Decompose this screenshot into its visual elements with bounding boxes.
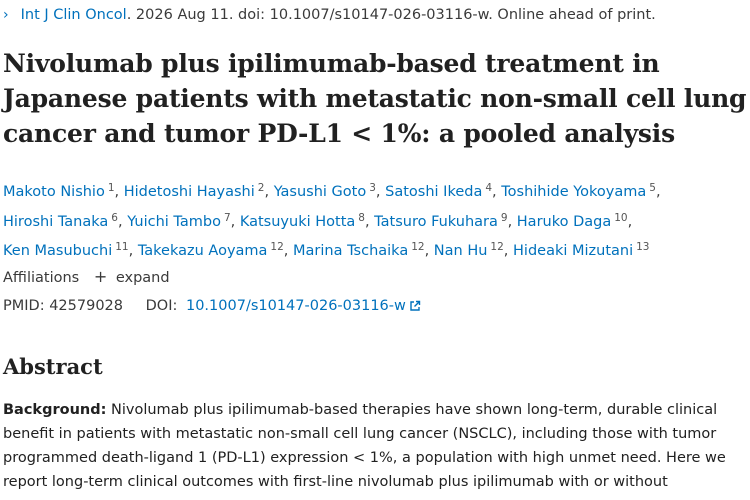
author-item: Toshihide Yokoyama 5, (501, 182, 661, 200)
author-link[interactable]: Satoshi Ikeda (385, 184, 483, 200)
author-item: Satoshi Ikeda 4, (385, 182, 502, 200)
affiliation-ref[interactable]: 2 (257, 182, 265, 194)
doi-label: DOI: (145, 298, 178, 314)
author-item: Hideaki Mizutani 13 (513, 241, 650, 259)
chevron-right-icon[interactable]: › (3, 7, 9, 23)
identifiers-row: PMID: 42579028 DOI: 10.1007/s10147-026-0… (3, 295, 421, 319)
abstract-background: Background: Nivolumab plus ipilimumab-ba… (3, 398, 743, 494)
author-link[interactable]: Hidetoshi Hayashi (123, 184, 255, 200)
doi-link[interactable]: 10.1007/s10147-026-03116-w (186, 298, 421, 314)
author-link[interactable]: Takekazu Aoyama (137, 243, 268, 259)
background-text: Nivolumab plus ipilimumab-based therapie… (3, 402, 726, 490)
author-link[interactable]: Haruko Daga (516, 213, 612, 230)
author-item: Haruko Daga 10, (516, 211, 633, 230)
author-item: Yasushi Goto 3, (273, 182, 386, 200)
affiliation-ref[interactable]: 12 (270, 241, 284, 253)
affiliation-ref[interactable]: 9 (500, 211, 508, 224)
author-item: Marina Tschaika 12, (293, 241, 434, 259)
author-item: Ken Masubuchi 11, (3, 241, 138, 259)
external-link-icon[interactable] (409, 297, 421, 319)
author-link[interactable]: Ken Masubuchi (3, 243, 113, 259)
author-link[interactable]: Toshihide Yokoyama (501, 184, 647, 200)
background-label: Background: (3, 402, 107, 418)
author-link[interactable]: Marina Tschaika (293, 243, 409, 259)
affiliations-toggle[interactable]: Affiliations + expand (3, 266, 170, 289)
pmid-value: 42579028 (49, 298, 124, 314)
abstract-heading: Abstract (3, 354, 103, 379)
author-link[interactable]: Tatsuro Fukuhara (374, 213, 498, 230)
author-item: Hiroshi Tanaka 6, (3, 211, 128, 230)
author-item: Makoto Nishio 1, (3, 182, 124, 200)
author-link[interactable]: Yuichi Tambo (127, 213, 221, 230)
doi-value[interactable]: 10.1007/s10147-026-03116-w (185, 298, 406, 314)
affiliation-ref[interactable]: 1 (107, 182, 115, 194)
expand-label[interactable]: expand (115, 270, 170, 286)
author-link[interactable]: Hiroshi Tanaka (3, 213, 109, 230)
plus-icon: + (93, 267, 108, 286)
affiliation-ref[interactable]: 4 (485, 182, 493, 194)
author-item: Yuichi Tambo 7, (127, 211, 240, 230)
author-item: Hidetoshi Hayashi 2, (123, 182, 274, 200)
article-title: Nivolumab plus ipilimumab-based treatmen… (3, 49, 747, 148)
affiliation-ref[interactable]: 12 (490, 241, 504, 253)
affiliations-label: Affiliations (3, 270, 80, 286)
author-item: Takekazu Aoyama 12, (137, 241, 294, 259)
citation-details: . 2026 Aug 11. doi: 10.1007/s10147-026-0… (126, 7, 656, 23)
author-link[interactable]: Yasushi Goto (273, 184, 367, 200)
author-item: Tatsuro Fukuhara 9, (374, 211, 517, 230)
author-link[interactable]: Nan Hu (433, 243, 488, 259)
affiliation-ref[interactable]: 3 (369, 182, 376, 194)
affiliation-ref[interactable]: 11 (115, 241, 129, 253)
author-item: Katsuyuki Hotta 8, (239, 211, 375, 230)
affiliation-ref[interactable]: 6 (111, 211, 118, 224)
journal-link[interactable]: Int J Clin Oncol (20, 7, 127, 23)
citation-line: › Int J Clin Oncol. 2026 Aug 11. doi: 10… (3, 4, 656, 26)
affiliation-ref[interactable]: 5 (649, 182, 656, 194)
pmid-label: PMID: (3, 298, 45, 314)
affiliation-ref[interactable]: 8 (358, 211, 365, 224)
author-link[interactable]: Katsuyuki Hotta (239, 213, 356, 230)
affiliation-ref[interactable]: 13 (636, 241, 650, 253)
affiliation-ref[interactable]: 12 (411, 241, 425, 253)
author-item: Nan Hu 12, (433, 241, 514, 259)
author-link[interactable]: Hideaki Mizutani (513, 243, 634, 259)
author-list: Makoto Nishio 1, Hidetoshi Hayashi 2, Yasu… (3, 176, 748, 265)
affiliation-ref[interactable]: 10 (614, 211, 628, 224)
author-link[interactable]: Makoto Nishio (3, 184, 105, 200)
affiliation-ref[interactable]: 7 (223, 211, 231, 224)
